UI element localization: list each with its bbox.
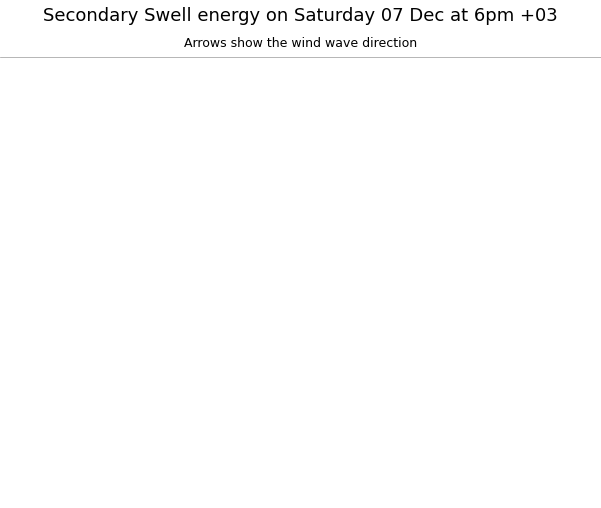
Text: Arrows show the wind wave direction: Arrows show the wind wave direction: [184, 37, 417, 50]
Text: Secondary Swell energy on Saturday 07 Dec at 6pm +03: Secondary Swell energy on Saturday 07 De…: [43, 7, 558, 25]
